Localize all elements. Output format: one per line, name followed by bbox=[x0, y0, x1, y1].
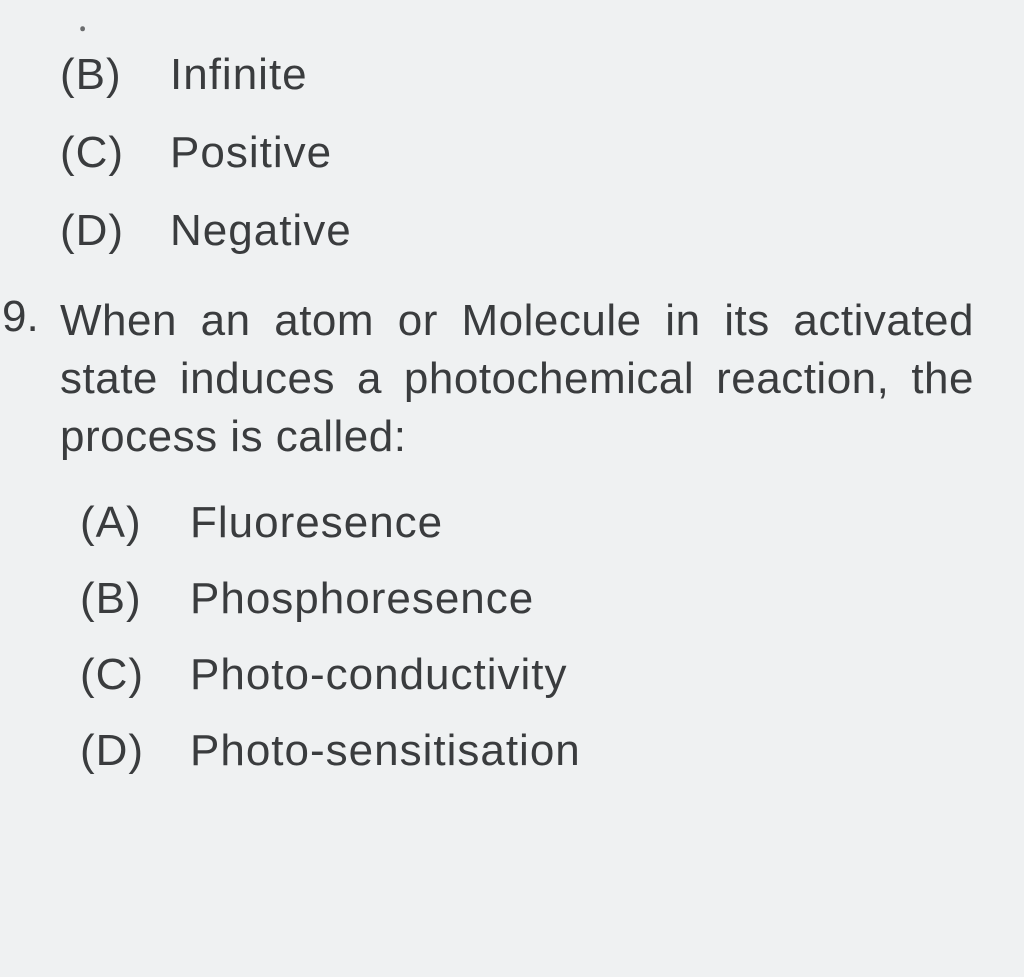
option-text: Photo-sensitisation bbox=[190, 726, 581, 776]
option-row: (B) Infinite bbox=[60, 50, 984, 100]
option-letter: (B) bbox=[60, 50, 170, 100]
option-text: Negative bbox=[170, 206, 352, 256]
partial-top-mark: ᠂ bbox=[70, 0, 85, 56]
option-row: (B) Phosphoresence bbox=[80, 574, 984, 624]
option-letter: (B) bbox=[80, 574, 190, 624]
question-number: 9. bbox=[2, 292, 39, 342]
question-options: (A) Fluoresence (B) Phosphoresence (C) P… bbox=[60, 498, 984, 776]
option-text: Photo-conductivity bbox=[190, 650, 568, 700]
option-letter: (D) bbox=[80, 726, 190, 776]
option-text: Phosphoresence bbox=[190, 574, 534, 624]
option-row: (D) Negative bbox=[60, 206, 984, 256]
option-text: Positive bbox=[170, 128, 332, 178]
option-row: (C) Photo-conductivity bbox=[80, 650, 984, 700]
question-text: When an atom or Molecule in its activate… bbox=[60, 292, 984, 466]
option-text: Infinite bbox=[170, 50, 308, 100]
option-letter: (C) bbox=[60, 128, 170, 178]
question-block: 9. When an atom or Molecule in its activ… bbox=[60, 292, 984, 466]
previous-question-options: (B) Infinite (C) Positive (D) Negative bbox=[60, 50, 984, 256]
option-row: (C) Positive bbox=[60, 128, 984, 178]
option-letter: (A) bbox=[80, 498, 190, 548]
option-text: Fluoresence bbox=[190, 498, 443, 548]
option-letter: (D) bbox=[60, 206, 170, 256]
option-row: (D) Photo-sensitisation bbox=[80, 726, 984, 776]
document-page: ᠂ (B) Infinite (C) Positive (D) Negative… bbox=[0, 0, 1024, 842]
option-letter: (C) bbox=[80, 650, 190, 700]
option-row: (A) Fluoresence bbox=[80, 498, 984, 548]
